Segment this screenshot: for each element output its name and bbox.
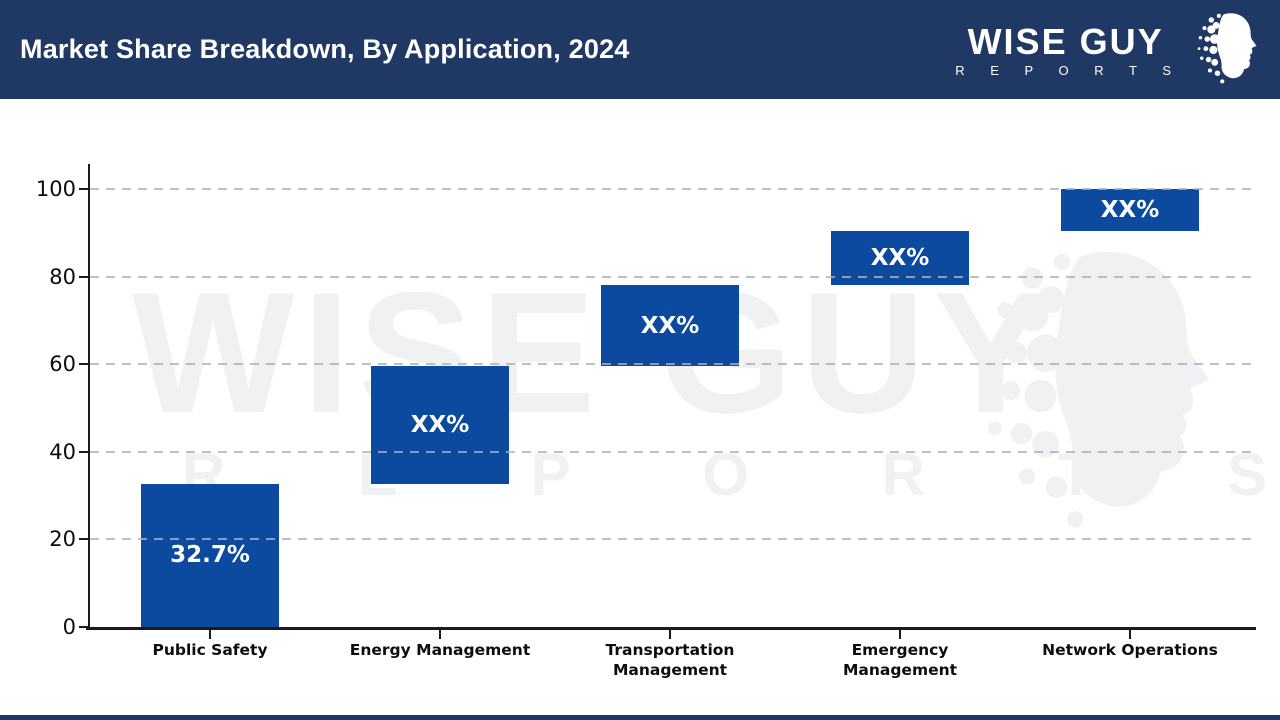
- y-tick-label-20: 20: [49, 527, 76, 552]
- bar-value-label: XX%: [640, 312, 700, 339]
- y-tick-label-0: 0: [62, 615, 76, 639]
- bar-value-label: XX%: [410, 412, 470, 439]
- y-tick-mark: [79, 363, 88, 366]
- watermark-wordmark: WISE GUY: [132, 257, 1057, 449]
- x-tick-label-emergency-management: Emergency Management: [842, 641, 958, 679]
- gridline-40: [90, 450, 1254, 453]
- x-tick-label-network-operations: Network Operations: [1042, 641, 1218, 659]
- y-tick-mark: [79, 450, 88, 453]
- x-tick-mark: [899, 630, 901, 639]
- y-tick-mark: [79, 626, 88, 628]
- y-tick-mark: [79, 538, 88, 541]
- x-tick-mark: [209, 630, 211, 639]
- x-tick-mark: [439, 630, 441, 639]
- x-tick-label-public-safety: Public Safety: [152, 641, 268, 659]
- page-title: Market Share Breakdown, By Application, …: [20, 34, 630, 64]
- bar-network-operations: XX%: [1061, 189, 1199, 231]
- wise-guy-logo: WISE GUY R E P O R T S: [949, 8, 1264, 92]
- y-tick-label-40: 40: [49, 439, 76, 464]
- x-tick-mark: [1129, 630, 1131, 639]
- x-axis-spine: [86, 627, 1256, 630]
- y-axis-spine: [88, 164, 90, 628]
- footer-accent-bar: [0, 715, 1280, 720]
- gridline-80: [90, 275, 1254, 278]
- bar-transportation-management: XX%: [601, 284, 739, 367]
- y-tick-mark: [79, 188, 88, 190]
- x-tick-label-energy-management: Energy Management: [349, 641, 531, 659]
- bar-value-label: 32.7%: [170, 542, 250, 569]
- logo-wordmark: WISE GUY: [967, 20, 1164, 62]
- logo-subtitle: R E P O R T S: [955, 62, 1182, 78]
- gridline-20: [90, 538, 1254, 541]
- y-tick-label-60: 60: [49, 352, 76, 377]
- x-tick-mark: [669, 630, 671, 639]
- bar-public-safety: 32.7%: [141, 483, 279, 627]
- y-tick-mark: [79, 275, 88, 278]
- logo-head-icon: [1197, 13, 1257, 84]
- bar-energy-management: XX%: [371, 366, 509, 484]
- bar-value-label: XX%: [870, 244, 930, 271]
- x-tick-label-transportation-management: Transportation Management: [605, 641, 735, 679]
- logo-text: WISE GUY R E P O R T S: [949, 20, 1182, 78]
- gridline-60: [90, 363, 1254, 366]
- bar-value-label: XX%: [1100, 196, 1160, 223]
- watermark-head-icon: [978, 251, 1210, 528]
- gridline-100: [90, 188, 1254, 190]
- header-banner: Market Share Breakdown, By Application, …: [0, 0, 1280, 99]
- y-tick-label-80: 80: [49, 264, 76, 289]
- y-tick-label-100: 100: [35, 177, 76, 201]
